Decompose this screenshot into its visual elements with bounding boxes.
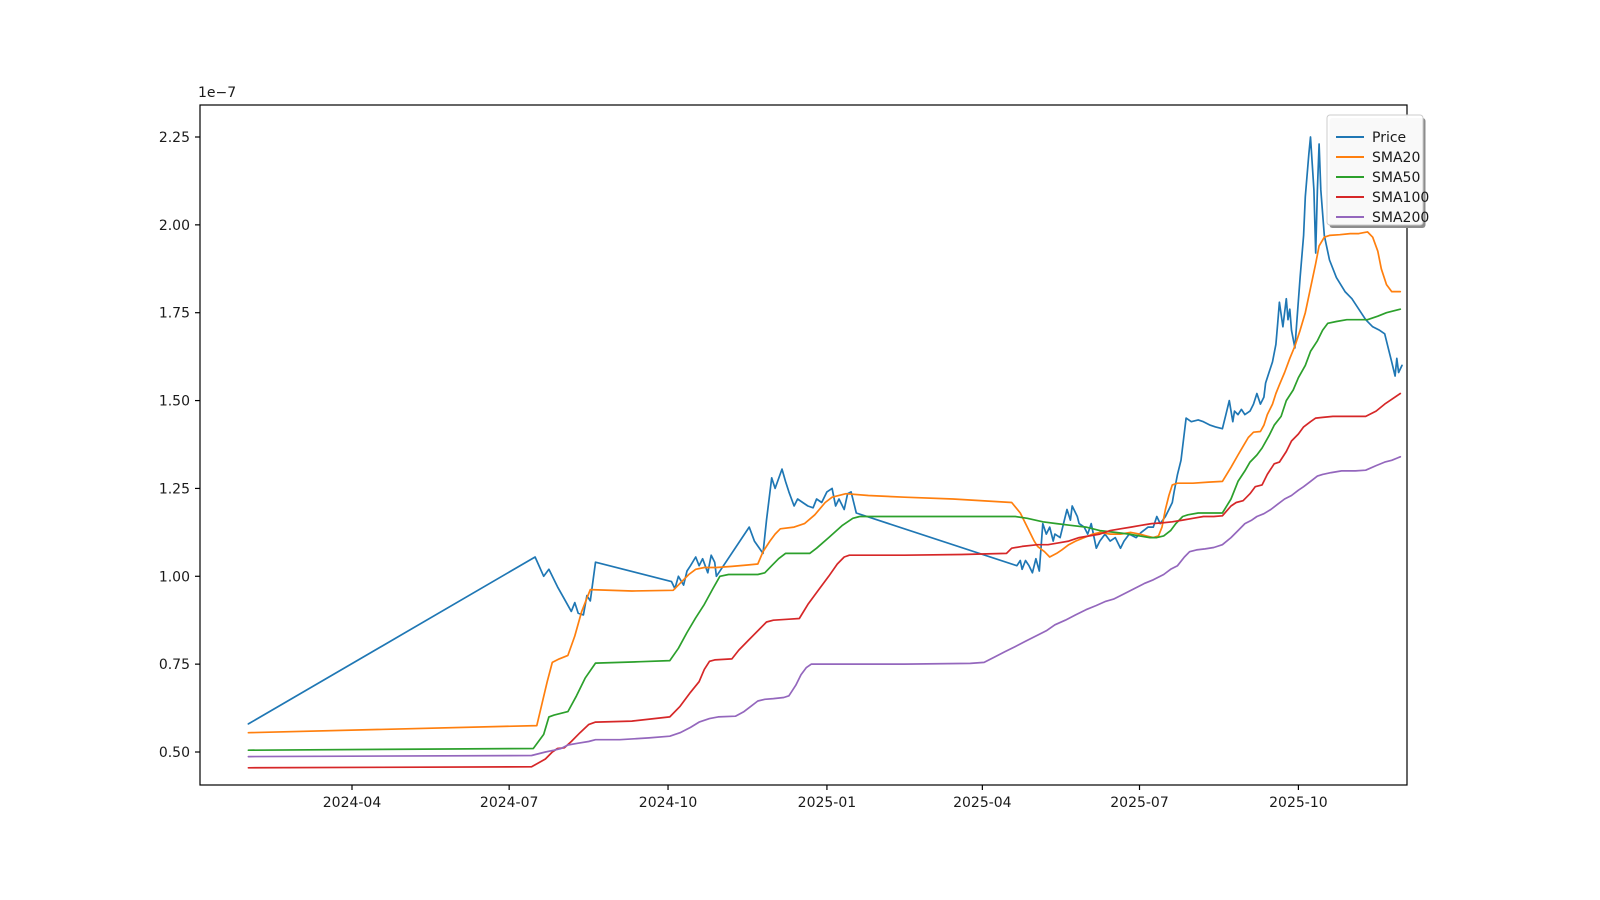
x-tick-label: 2024-04 <box>323 795 382 811</box>
price-line <box>247 136 1403 725</box>
legend-item-sma100: SMA100 <box>1336 190 1429 206</box>
x-tick-label: 2025-10 <box>1269 795 1328 811</box>
legend-label: Price <box>1372 130 1406 146</box>
y-tick-label: 1.50 <box>159 394 190 410</box>
y-tick-label: 1.25 <box>159 481 190 497</box>
x-tick-label: 2024-07 <box>480 795 539 811</box>
series-lines <box>247 136 1403 769</box>
sma50-line <box>247 308 1402 752</box>
y-tick-label: 1.00 <box>159 569 190 585</box>
legend-label: SMA100 <box>1372 190 1429 206</box>
legend-label: SMA200 <box>1372 210 1429 226</box>
plot-frame <box>199 104 1408 786</box>
y-tick-label: 1.75 <box>159 306 190 322</box>
y-tick-label: 2.00 <box>159 218 190 234</box>
x-tick-label: 2025-01 <box>798 795 857 811</box>
x-tick-label: 2024-10 <box>639 795 698 811</box>
y-axis: 0.50 0.75 1.00 1.25 1.50 1.75 2.00 2.25 <box>159 130 200 761</box>
y-tick-label: 2.25 <box>159 130 190 146</box>
legend-item-sma200: SMA200 <box>1336 210 1429 226</box>
x-axis: 2024-04 2024-07 2024-10 2025-01 2025-04 2025-… <box>323 785 1328 811</box>
y-tick-label: 0.50 <box>159 745 190 761</box>
sma200-line <box>247 455 1402 758</box>
sma20-line <box>247 231 1402 734</box>
legend: Price SMA20 SMA50 SMA100 SMA200 <box>1326 114 1429 228</box>
y-axis-offset-label: 1e−7 <box>198 85 236 101</box>
legend-item-sma20: SMA20 <box>1336 150 1420 166</box>
legend-item-sma50: SMA50 <box>1336 170 1420 186</box>
legend-label: SMA20 <box>1372 150 1420 166</box>
legend-label: SMA50 <box>1372 170 1420 186</box>
legend-item-price: Price <box>1336 130 1406 146</box>
sma100-line <box>247 392 1402 769</box>
y-tick-label: 0.75 <box>159 657 190 673</box>
x-tick-label: 2025-07 <box>1110 795 1169 811</box>
x-tick-label: 2025-04 <box>953 795 1012 811</box>
